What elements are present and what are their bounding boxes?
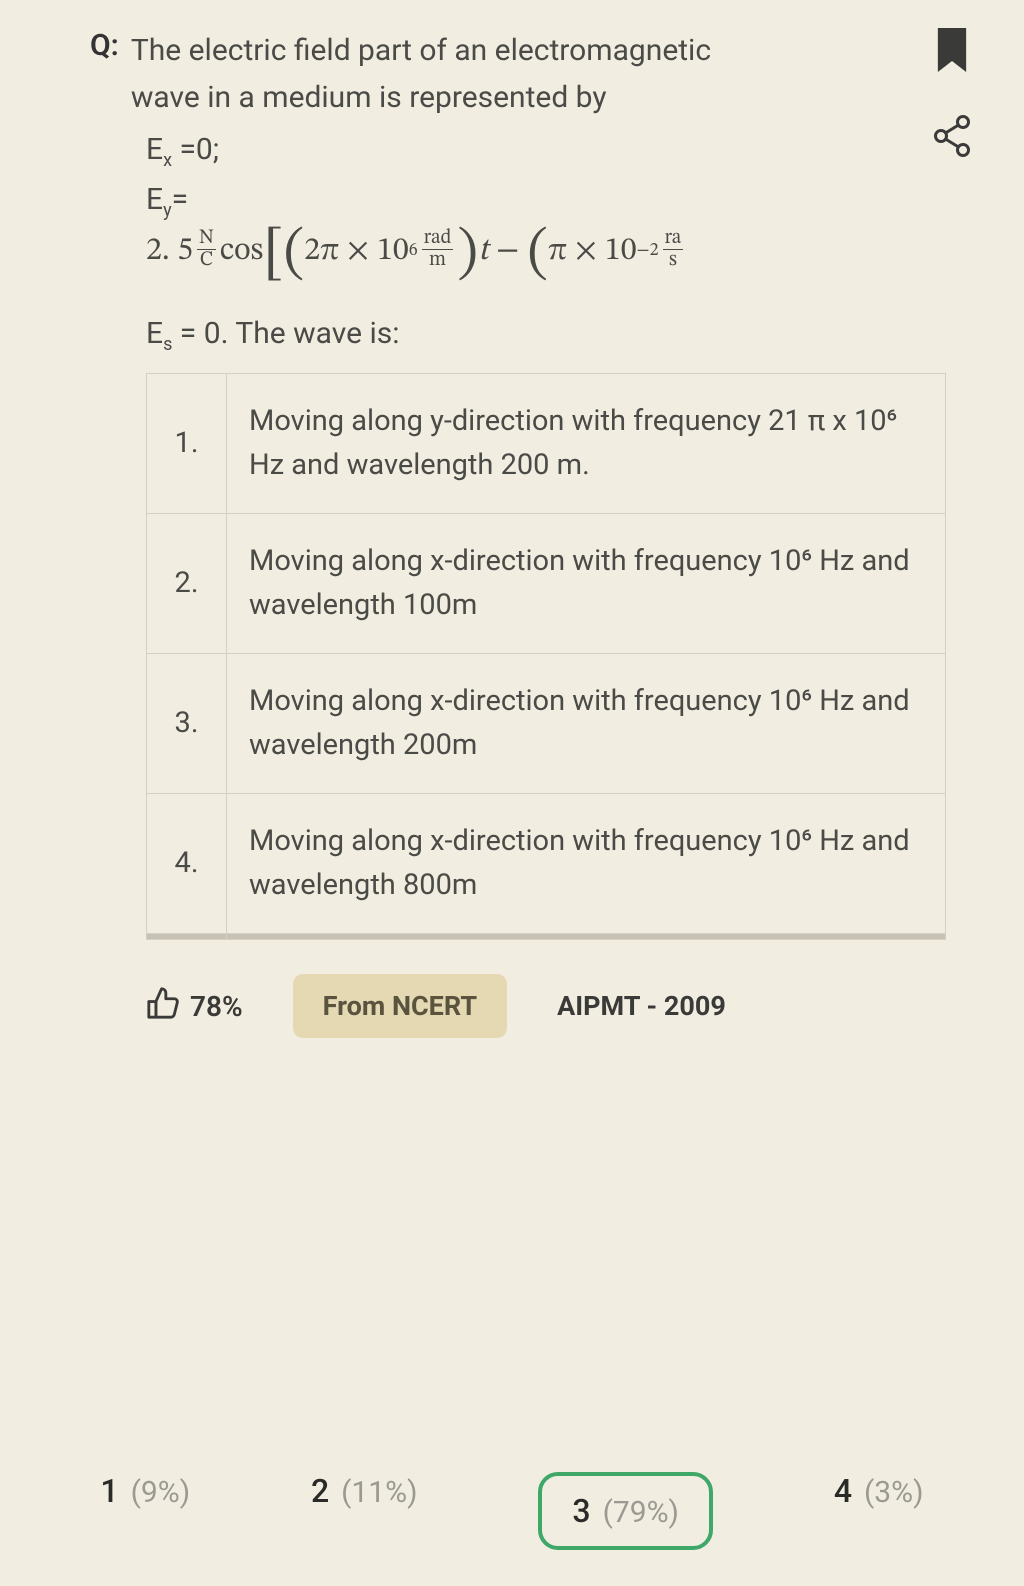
answer-option-3[interactable]: 3(79%)	[538, 1472, 713, 1550]
answer-option-2[interactable]: 2(11%)	[311, 1472, 418, 1550]
option-text: Moving along x-direction with frequency …	[227, 514, 946, 654]
answer-option-1[interactable]: 1(9%)	[100, 1472, 190, 1550]
question-text: The electric field part of an electromag…	[131, 28, 711, 121]
answer-bar: 1(9%) 2(11%) 3(79%) 4(3%)	[0, 1472, 1024, 1550]
bookmark-icon[interactable]	[933, 28, 971, 76]
option-number: 4.	[147, 794, 227, 934]
option-number: 1.	[147, 374, 227, 514]
option-text: Moving along x-direction with frequency …	[227, 794, 946, 934]
answer-option-4[interactable]: 4(3%)	[834, 1472, 924, 1550]
equation-block: Ex =0; Ey= 2. 5 N C cos [ ( 2π × 106 rad…	[146, 127, 964, 276]
thumbs-up-icon	[146, 986, 180, 1027]
question-label: Q:	[90, 28, 119, 63]
wave-is-label: Es = 0. The wave is:	[146, 316, 964, 355]
exam-tag: AIPMT - 2009	[557, 990, 726, 1022]
option-text: Moving along y-direction with frequency …	[227, 374, 946, 514]
option-number: 3.	[147, 654, 227, 794]
option-text: Moving along x-direction with frequency …	[227, 654, 946, 794]
options-table: 1. Moving along y-direction with frequen…	[146, 373, 946, 940]
share-icon[interactable]	[932, 114, 972, 162]
table-row[interactable]: 2. Moving along x-direction with frequen…	[147, 514, 946, 654]
option-number: 2.	[147, 514, 227, 654]
like-button[interactable]: 78%	[146, 986, 243, 1027]
ncert-badge[interactable]: From NCERT	[293, 974, 507, 1038]
table-row[interactable]: 3. Moving along x-direction with frequen…	[147, 654, 946, 794]
table-row[interactable]: 1. Moving along y-direction with frequen…	[147, 374, 946, 514]
table-row[interactable]: 4. Moving along x-direction with frequen…	[147, 794, 946, 934]
like-percent: 78%	[190, 990, 243, 1023]
